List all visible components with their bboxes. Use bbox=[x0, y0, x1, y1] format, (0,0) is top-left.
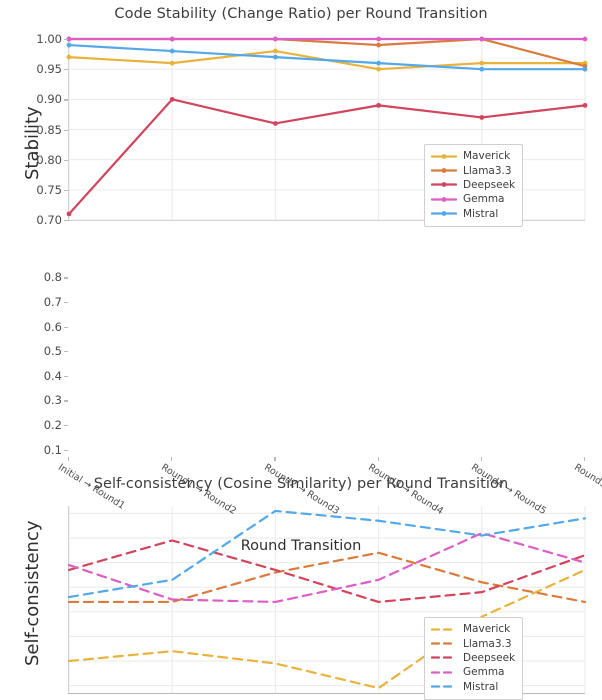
y-tick-mark bbox=[64, 189, 68, 192]
y-tick-label: 0.90 bbox=[36, 92, 62, 107]
legend-item-mistral[interactable]: Mistral bbox=[431, 680, 515, 694]
legend-label: Mistral bbox=[463, 207, 499, 220]
y-tick-mark bbox=[64, 400, 68, 402]
y-tick-label: 0.70 bbox=[36, 213, 62, 227]
y-tick-label: 0.75 bbox=[36, 182, 62, 197]
y-tick-label: 0.85 bbox=[36, 122, 62, 137]
plot-area-top bbox=[66, 36, 588, 221]
y-tick-label: 1.00 bbox=[36, 32, 62, 47]
y-tick-label: 0.80 bbox=[36, 152, 62, 167]
legend-swatch-icon bbox=[431, 165, 457, 176]
legend-item-gemma[interactable]: Gemma bbox=[431, 665, 515, 679]
chart-panel-code-stability: Code Stability (Change Ratio) per Round … bbox=[0, 0, 602, 236]
y-tick-label: 0.4 bbox=[43, 368, 62, 383]
legend-label: Llama3.3 bbox=[463, 164, 512, 177]
legend-swatch-icon bbox=[431, 667, 457, 678]
y-tick-mark bbox=[64, 220, 68, 222]
legend-item-maverick[interactable]: Maverick bbox=[431, 622, 515, 636]
y-tick-mark bbox=[64, 449, 68, 451]
legend-item-gemma[interactable]: Gemma bbox=[431, 192, 515, 206]
legend-item-mistral[interactable]: Mistral bbox=[431, 207, 515, 221]
legend-swatch-icon bbox=[431, 194, 457, 205]
y-tick-label: 0.3 bbox=[43, 393, 62, 408]
legend-label: Maverick bbox=[463, 150, 511, 163]
y-tick-mark bbox=[64, 129, 68, 131]
legend-label: Gemma bbox=[463, 193, 505, 206]
x-tick-mark bbox=[480, 457, 483, 461]
legend-item-llama3-3[interactable]: Llama3.3 bbox=[431, 163, 515, 177]
x-tick-mark bbox=[68, 457, 70, 461]
y-tick-label: 0.8 bbox=[43, 270, 62, 285]
y-tick-mark bbox=[64, 326, 68, 328]
x-tick-mark bbox=[584, 457, 586, 461]
legend-swatch-icon bbox=[431, 151, 457, 162]
legend-label: Deepseek bbox=[463, 178, 516, 191]
legend-top[interactable]: Maverick Llama3.3 Deepseek Gemma Mistral bbox=[424, 144, 524, 227]
y-tick-label: 0.1 bbox=[43, 442, 62, 457]
x-tick-mark bbox=[274, 457, 276, 461]
legend-label: Maverick bbox=[463, 623, 511, 636]
x-axis-label: Round Transition bbox=[240, 538, 362, 554]
y-tick-mark bbox=[64, 301, 68, 304]
legend-item-deepseek[interactable]: Deepseek bbox=[431, 178, 515, 192]
y-tick-mark bbox=[64, 425, 68, 427]
y-tick-label: 0.95 bbox=[36, 62, 62, 77]
chart-panel-self-consistency: Self-consistency (Cosine Similarity) per… bbox=[0, 236, 602, 700]
legend-label: Gemma bbox=[463, 666, 505, 679]
legend-item-llama3-3[interactable]: Llama3.3 bbox=[431, 636, 515, 650]
y-tick-mark bbox=[64, 375, 68, 378]
y-tick-label: 0.6 bbox=[43, 319, 62, 334]
legend-bottom[interactable]: Maverick Llama3.3 Deepseek Gemma Mistral bbox=[424, 617, 524, 700]
legend-swatch-icon bbox=[431, 652, 457, 663]
y-tick-label: 0.2 bbox=[43, 418, 62, 432]
legend-item-maverick[interactable]: Maverick bbox=[431, 149, 515, 163]
y-tick-mark bbox=[64, 69, 68, 71]
x-tick-mark bbox=[171, 457, 173, 461]
y-tick-mark bbox=[64, 277, 68, 279]
y-axis-label-top: Stability bbox=[22, 106, 43, 180]
plot-svg-top bbox=[66, 36, 588, 221]
y-tick-mark bbox=[64, 99, 68, 101]
legend-swatch-icon bbox=[431, 638, 457, 649]
y-tick-label: 0.7 bbox=[43, 294, 62, 309]
legend-swatch-icon bbox=[431, 681, 457, 692]
chart-title-bottom: Self-consistency (Cosine Similarity) per… bbox=[93, 476, 509, 492]
legend-item-deepseek[interactable]: Deepseek bbox=[431, 651, 515, 665]
legend-label: Mistral bbox=[463, 680, 499, 693]
chart-title-top: Code Stability (Change Ratio) per Round … bbox=[114, 6, 488, 22]
legend-swatch-icon bbox=[431, 624, 457, 635]
y-tick-label: 0.5 bbox=[43, 344, 62, 359]
y-tick-mark bbox=[64, 159, 68, 161]
legend-swatch-icon bbox=[431, 208, 457, 219]
legend-label: Deepseek bbox=[463, 651, 516, 664]
legend-label: Llama3.3 bbox=[463, 637, 512, 650]
x-tick-mark bbox=[377, 457, 379, 461]
y-tick-mark bbox=[64, 39, 68, 41]
y-tick-mark bbox=[64, 351, 68, 353]
legend-swatch-icon bbox=[431, 179, 457, 190]
